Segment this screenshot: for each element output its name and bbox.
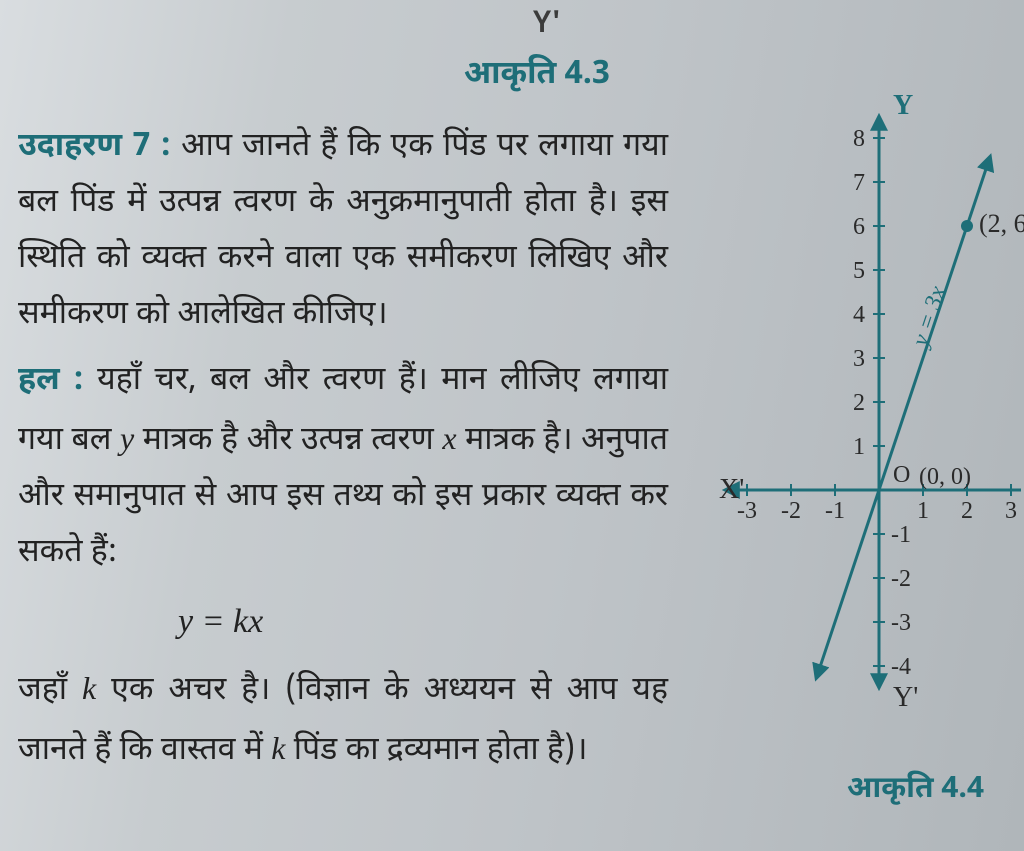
example-paragraph: उदाहरण 7 : आप जानते हैं कि एक पिंड पर लग… <box>18 120 668 344</box>
svg-text:2: 2 <box>961 498 973 524</box>
svg-text:-2: -2 <box>891 566 911 592</box>
svg-text:O: O <box>893 462 910 488</box>
k-var-1: k <box>82 670 96 706</box>
closing-paragraph: जहाँ k एक अचर है। (विज्ञान के अध्ययन से … <box>18 660 668 780</box>
y-var: y <box>120 420 134 456</box>
graph-svg: -3-2-112312345678-1-2-3-4(2, 6y = 3xO(0,… <box>679 50 1024 770</box>
svg-text:Y': Y' <box>893 682 918 713</box>
figure-4-4-label: आकृति 4.4 <box>847 771 984 810</box>
body-text: उदाहरण 7 : आप जानते हैं कि एक पिंड पर लग… <box>18 120 668 790</box>
solution-lead: हल : <box>18 361 84 403</box>
page: Y' आकृति 4.3 उदाहरण 7 : आप जानते हैं कि … <box>0 0 1024 851</box>
svg-text:-1: -1 <box>825 498 845 524</box>
svg-text:Y: Y <box>893 90 913 121</box>
svg-text:5: 5 <box>853 258 865 284</box>
svg-text:(2, 6: (2, 6 <box>979 209 1024 238</box>
solution-text-b: मात्रक है और उत्पन्न त्वरण <box>134 421 442 463</box>
svg-text:2: 2 <box>853 390 865 416</box>
x-var: x <box>442 420 456 456</box>
svg-text:3: 3 <box>1005 498 1017 524</box>
svg-text:7: 7 <box>853 170 865 196</box>
svg-text:8: 8 <box>853 126 865 152</box>
svg-text:6: 6 <box>853 214 865 240</box>
svg-text:4: 4 <box>853 302 865 328</box>
svg-text:-1: -1 <box>891 522 911 548</box>
example-lead: उदाहरण 7 : <box>18 127 171 169</box>
y-prime-top-label: Y' <box>260 6 834 45</box>
k-var-2: k <box>271 730 285 766</box>
svg-text:-4: -4 <box>891 654 911 680</box>
closing-c: पिंड का द्रव्यमान होता है)। <box>285 731 587 773</box>
solution-paragraph: हल : यहाँ चर, बल और त्वरण हैं। मान लीजिए… <box>18 354 668 582</box>
equation: y = kx <box>178 592 668 652</box>
svg-text:-3: -3 <box>891 610 911 636</box>
svg-text:3: 3 <box>853 346 865 372</box>
svg-text:-2: -2 <box>781 498 801 524</box>
svg-text:1: 1 <box>853 434 865 460</box>
svg-text:(0, 0): (0, 0) <box>919 464 971 490</box>
svg-text:y = 3x: y = 3x <box>907 283 952 352</box>
closing-a: जहाँ <box>18 671 82 713</box>
svg-text:X': X' <box>719 474 744 505</box>
svg-text:1: 1 <box>917 498 929 524</box>
graph-figure: -3-2-112312345678-1-2-3-4(2, 6y = 3xO(0,… <box>679 50 1024 810</box>
